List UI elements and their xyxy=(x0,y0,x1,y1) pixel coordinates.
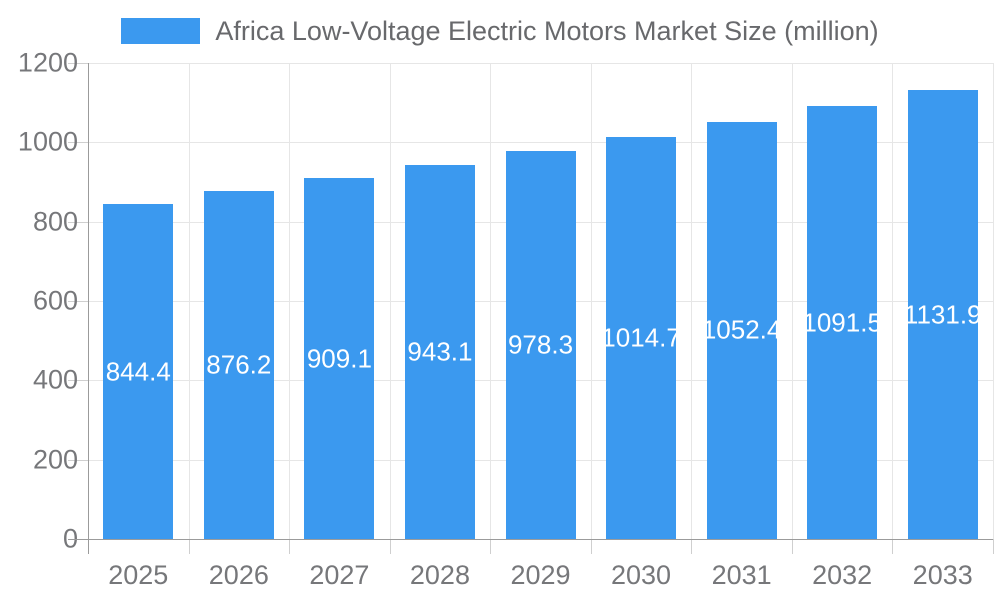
y-axis-tick xyxy=(68,63,88,64)
y-axis-tick xyxy=(68,459,88,461)
gridline-vertical xyxy=(590,63,592,539)
y-axis-tick xyxy=(68,142,88,144)
bar-value-label: 978.3 xyxy=(507,329,574,360)
gridline-vertical xyxy=(691,63,693,539)
y-axis-tick xyxy=(68,221,88,223)
y-axis-label: 1000 xyxy=(17,126,78,157)
x-axis-label: 2027 xyxy=(309,560,370,590)
y-axis-label: 0 xyxy=(62,523,78,554)
bar-2032[interactable] xyxy=(807,106,878,539)
bar-2028[interactable] xyxy=(404,164,475,539)
legend-swatch xyxy=(121,18,201,44)
gridline-vertical xyxy=(791,63,793,539)
x-axis-label: 2033 xyxy=(912,560,973,590)
bar-2030[interactable] xyxy=(606,136,677,539)
bar-value-label: 943.1 xyxy=(407,336,473,367)
bar-value-label: 1052.4 xyxy=(701,314,782,345)
x-axis-label: 2025 xyxy=(108,560,169,590)
gridline-vertical xyxy=(993,63,994,539)
x-axis-tick xyxy=(188,539,190,554)
bar-2027[interactable] xyxy=(304,178,375,539)
bar-value-label: 844.4 xyxy=(105,356,171,387)
bar-value-label: 1091.5 xyxy=(802,307,882,338)
gridline-vertical xyxy=(188,63,190,539)
x-axis-line xyxy=(68,539,993,540)
legend-label: Africa Low-Voltage Electric Motors Marke… xyxy=(215,15,879,46)
y-axis-tick xyxy=(68,301,88,302)
x-axis-tick xyxy=(791,539,793,554)
x-axis-tick xyxy=(289,539,291,554)
y-axis-label: 1200 xyxy=(17,47,78,78)
x-axis-tick xyxy=(993,539,994,554)
bar-value-label: 909.1 xyxy=(306,343,372,374)
legend[interactable]: Africa Low-Voltage Electric Motors Marke… xyxy=(0,16,1000,46)
x-axis-label: 2031 xyxy=(711,560,772,590)
bar-2026[interactable] xyxy=(203,191,274,539)
x-axis-label: 2032 xyxy=(812,560,873,590)
y-axis-label: 200 xyxy=(32,444,78,475)
x-axis-label: 2029 xyxy=(510,560,571,590)
x-axis-tick xyxy=(389,539,391,554)
gridline-horizontal xyxy=(88,63,993,64)
y-axis-line xyxy=(88,63,89,554)
y-axis-label: 600 xyxy=(32,285,78,316)
bar-2025[interactable] xyxy=(103,204,174,539)
x-axis-label: 2026 xyxy=(208,560,269,590)
x-axis-tick xyxy=(590,539,592,554)
bar-2031[interactable] xyxy=(706,121,777,539)
gridline-vertical xyxy=(289,63,291,539)
gridline-vertical xyxy=(389,63,391,539)
x-axis-tick xyxy=(691,539,693,554)
gridline-horizontal xyxy=(88,142,993,144)
bar-value-label: 876.2 xyxy=(206,349,272,380)
x-axis-tick xyxy=(490,539,492,554)
bar-value-label: 1131.9 xyxy=(903,299,982,329)
gridline-vertical xyxy=(892,63,894,539)
y-axis-label: 800 xyxy=(32,206,78,237)
x-axis-label: 2030 xyxy=(611,560,672,590)
x-axis-tick xyxy=(892,539,894,554)
bar-2029[interactable] xyxy=(505,150,576,539)
bar-value-label: 1014.7 xyxy=(601,322,681,353)
x-axis-label: 2028 xyxy=(409,560,470,590)
y-axis-tick xyxy=(68,380,88,382)
y-axis-label: 400 xyxy=(32,364,78,395)
bar-2033[interactable] xyxy=(907,90,978,539)
gridline-vertical xyxy=(490,63,492,539)
